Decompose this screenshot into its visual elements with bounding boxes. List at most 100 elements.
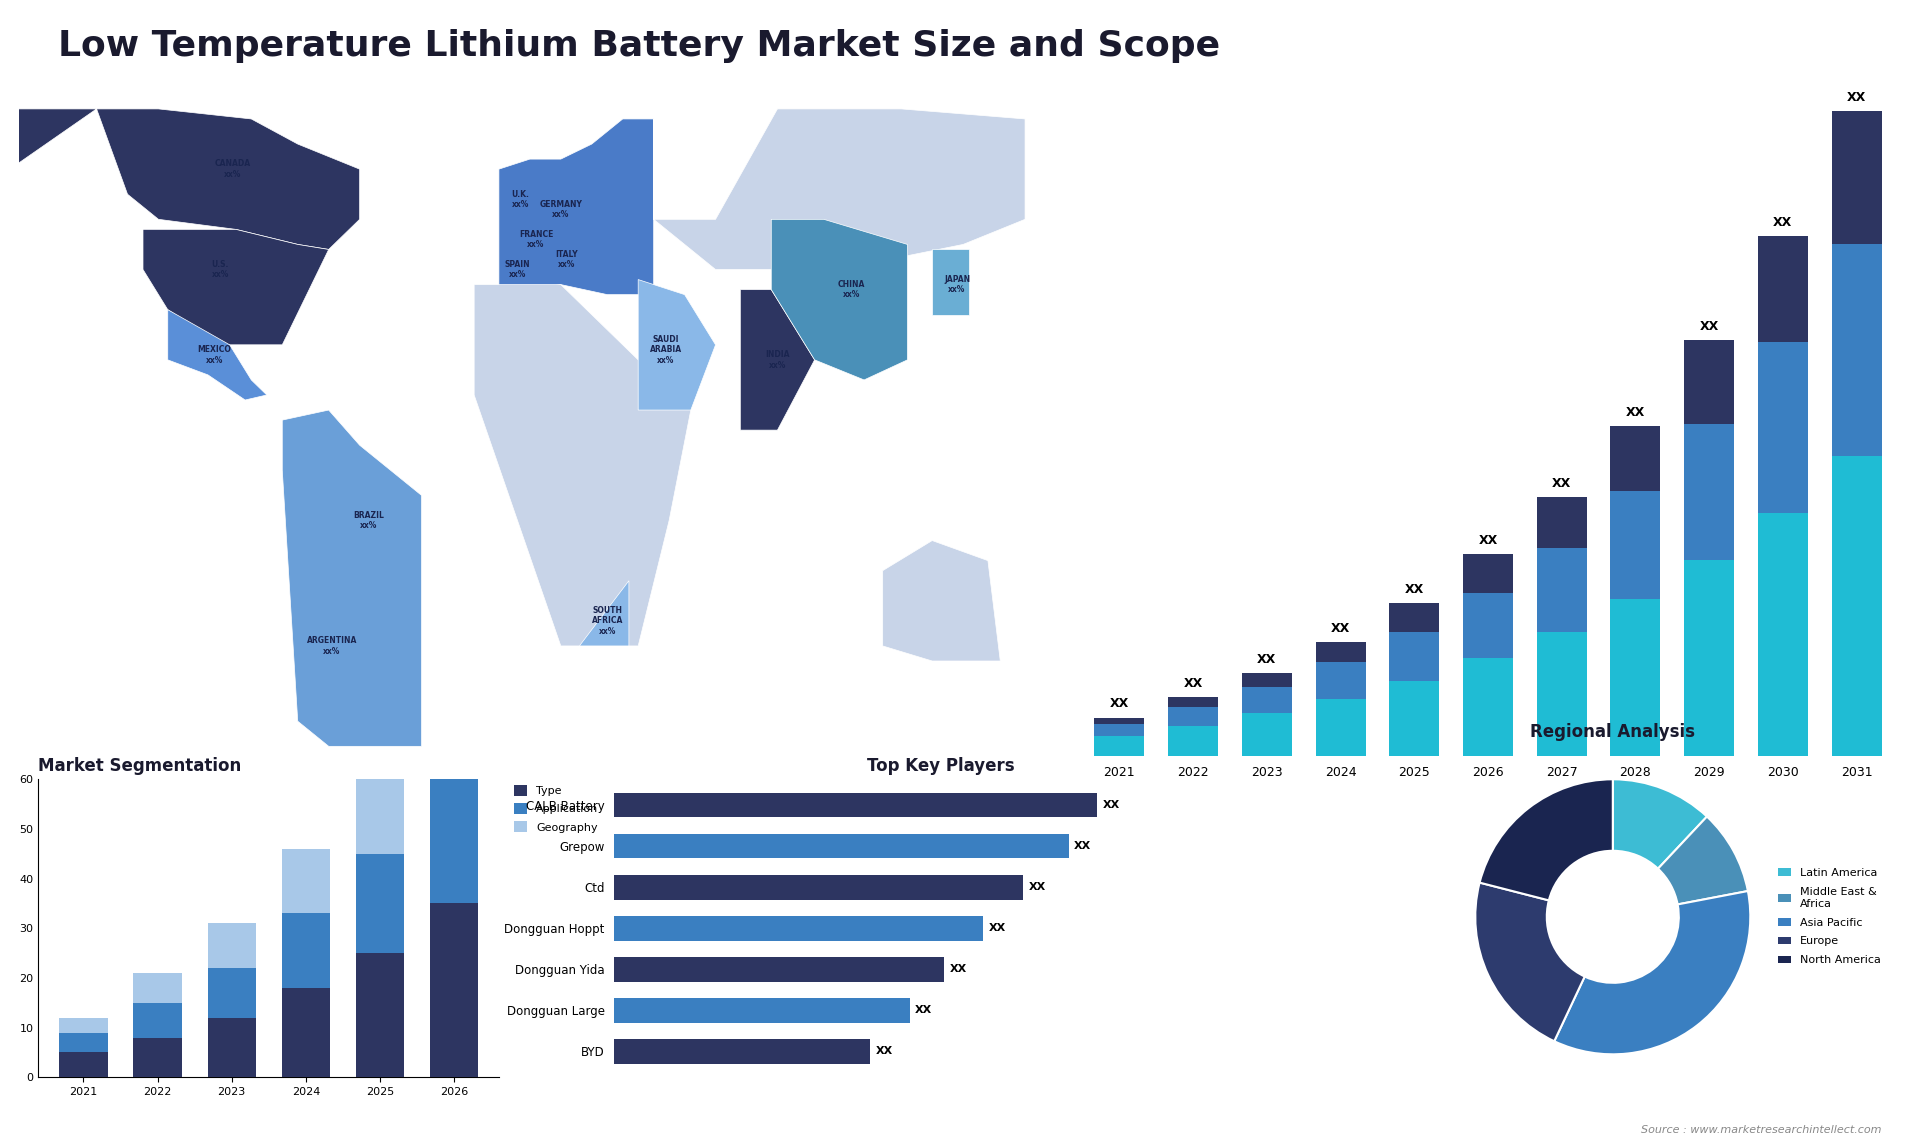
Bar — [1759, 513, 1809, 756]
Polygon shape — [580, 581, 630, 646]
Text: XX: XX — [1073, 841, 1091, 851]
Text: XX: XX — [989, 924, 1006, 933]
Bar — [355, 953, 403, 1077]
Text: SOUTH
AFRICA
xx%: SOUTH AFRICA xx% — [591, 606, 622, 636]
Polygon shape — [499, 119, 653, 295]
Bar — [60, 1052, 108, 1077]
Text: FRANCE
xx%: FRANCE xx% — [518, 229, 553, 249]
Bar — [1832, 244, 1882, 456]
Bar — [614, 998, 910, 1022]
Bar — [1094, 736, 1144, 756]
Bar — [1536, 497, 1586, 548]
Bar — [614, 1039, 870, 1063]
Bar — [614, 834, 1069, 858]
Bar — [282, 849, 330, 913]
Bar — [1167, 697, 1217, 707]
Bar — [1094, 717, 1144, 724]
Polygon shape — [772, 219, 908, 380]
Text: SPAIN
xx%: SPAIN xx% — [505, 260, 530, 280]
Text: XX: XX — [948, 964, 966, 974]
Polygon shape — [167, 309, 267, 400]
Polygon shape — [637, 280, 716, 410]
Bar — [207, 968, 255, 1018]
Bar — [60, 1018, 108, 1033]
Text: XX: XX — [1258, 652, 1277, 666]
Polygon shape — [10, 109, 359, 250]
Bar — [614, 793, 1096, 817]
Bar — [1832, 111, 1882, 244]
Bar — [1390, 631, 1440, 681]
Text: XX: XX — [1847, 92, 1866, 104]
Polygon shape — [653, 109, 1025, 269]
Wedge shape — [1659, 817, 1747, 904]
Bar — [1611, 425, 1661, 490]
Text: XX: XX — [1478, 534, 1498, 547]
Bar — [1759, 342, 1809, 513]
Text: Source : www.marketresearchintellect.com: Source : www.marketresearchintellect.com — [1642, 1124, 1882, 1135]
Text: ITALY
xx%: ITALY xx% — [555, 250, 578, 269]
Bar — [1390, 681, 1440, 756]
Bar — [60, 1033, 108, 1052]
Bar — [1536, 631, 1586, 756]
Bar — [282, 988, 330, 1077]
Bar — [430, 645, 478, 764]
Bar — [1463, 594, 1513, 658]
Title: Top Key Players: Top Key Players — [868, 758, 1014, 775]
Bar — [1167, 707, 1217, 725]
Bar — [614, 957, 943, 982]
Bar — [1463, 658, 1513, 756]
Text: U.S.
xx%: U.S. xx% — [211, 260, 228, 280]
Wedge shape — [1480, 779, 1613, 901]
Text: XX: XX — [916, 1005, 933, 1015]
Text: XX: XX — [1029, 882, 1046, 893]
Text: Low Temperature Lithium Battery Market Size and Scope: Low Temperature Lithium Battery Market S… — [58, 29, 1219, 63]
Bar — [1242, 714, 1292, 756]
Text: GERMANY
xx%: GERMANY xx% — [540, 199, 582, 219]
Text: CHINA
xx%: CHINA xx% — [837, 280, 866, 299]
Text: XX: XX — [1102, 800, 1119, 810]
Bar — [134, 1037, 182, 1077]
Bar — [1684, 340, 1734, 424]
Polygon shape — [142, 229, 328, 345]
Text: XX: XX — [1551, 477, 1571, 490]
Bar — [207, 1018, 255, 1077]
Legend: Latin America, Middle East &
Africa, Asia Pacific, Europe, North America: Latin America, Middle East & Africa, Asi… — [1772, 864, 1885, 970]
Bar — [614, 874, 1023, 900]
Text: Market Segmentation: Market Segmentation — [38, 758, 242, 775]
Bar — [1315, 699, 1365, 756]
Text: XX: XX — [1183, 677, 1202, 690]
Legend: Type, Application, Geography: Type, Application, Geography — [515, 785, 599, 832]
Text: XX: XX — [1405, 583, 1425, 596]
Bar — [1242, 673, 1292, 686]
Text: U.K.
xx%: U.K. xx% — [511, 189, 530, 209]
Text: JAPAN
xx%: JAPAN xx% — [945, 275, 970, 295]
Bar — [134, 973, 182, 1003]
Bar — [355, 854, 403, 953]
Bar — [1463, 555, 1513, 594]
Polygon shape — [883, 541, 1000, 661]
Bar — [1611, 490, 1661, 599]
Wedge shape — [1613, 779, 1707, 869]
Bar — [282, 913, 330, 988]
Bar — [1390, 603, 1440, 631]
Text: CANADA
xx%: CANADA xx% — [215, 159, 252, 179]
Bar — [1315, 662, 1365, 699]
Text: SAUDI
ARABIA
xx%: SAUDI ARABIA xx% — [651, 335, 682, 364]
Polygon shape — [474, 284, 691, 646]
Bar — [207, 924, 255, 968]
Bar — [1684, 424, 1734, 560]
Text: MEXICO
xx%: MEXICO xx% — [198, 345, 230, 364]
Bar — [1094, 724, 1144, 736]
Bar — [1242, 686, 1292, 714]
Text: XX: XX — [1774, 215, 1793, 229]
Bar — [1315, 642, 1365, 662]
Polygon shape — [282, 410, 422, 746]
Bar — [355, 769, 403, 854]
Bar — [1832, 456, 1882, 756]
Bar — [1684, 560, 1734, 756]
Text: BRAZIL
xx%: BRAZIL xx% — [353, 511, 384, 531]
Text: INDIA
xx%: INDIA xx% — [766, 351, 789, 369]
Bar — [134, 1003, 182, 1037]
Bar — [430, 903, 478, 1077]
Wedge shape — [1475, 882, 1584, 1042]
